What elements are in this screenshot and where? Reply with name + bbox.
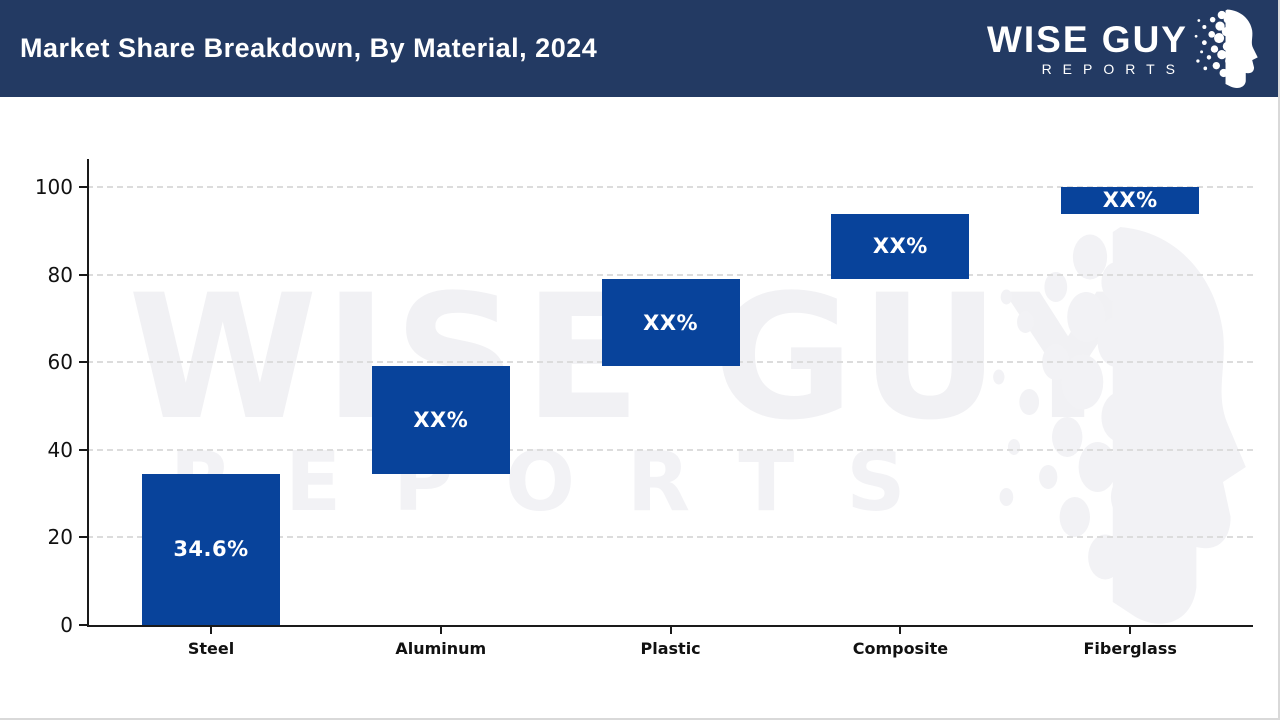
bar-value-label-plastic: XX% xyxy=(643,310,699,335)
ytick-label-40: 40 xyxy=(47,437,73,462)
x-axis-line xyxy=(87,625,1253,627)
ytick-mark-60 xyxy=(79,361,87,364)
bar-composite: XX% xyxy=(831,213,970,280)
xtick-label-aluminum: Aluminum xyxy=(395,639,487,658)
xtick-mark-steel xyxy=(210,627,212,634)
ytick-mark-0 xyxy=(79,624,87,626)
ytick-label-80: 80 xyxy=(47,262,73,287)
bar-value-label-fiberglass: XX% xyxy=(1102,188,1158,213)
y-axis-line xyxy=(87,159,89,627)
ytick-label-60: 60 xyxy=(47,350,73,375)
xtick-label-fiberglass: Fiberglass xyxy=(1083,639,1177,658)
logo-subtitle: REPORTS xyxy=(1041,60,1186,77)
header-bar: Market Share Breakdown, By Material, 202… xyxy=(0,0,1278,97)
chart-area: WISE GUY REPORTS 0 20 40 60 80 100 34. xyxy=(0,97,1278,718)
ytick-mark-40 xyxy=(79,448,87,451)
ytick-mark-20 xyxy=(79,536,87,539)
ytick-label-0: 0 xyxy=(60,613,73,637)
logo-wordmark: WISE GUY xyxy=(986,18,1188,60)
xtick-label-plastic: Plastic xyxy=(640,639,701,658)
bar-fiberglass: XX% xyxy=(1061,187,1200,214)
gridline-80 xyxy=(87,273,1253,276)
ytick-mark-100 xyxy=(79,186,87,189)
xtick-label-steel: Steel xyxy=(187,639,235,658)
xtick-mark-fiberglass xyxy=(1129,627,1132,634)
ytick-label-20: 20 xyxy=(47,525,73,550)
ytick-mark-80 xyxy=(79,273,87,276)
xtick-mark-composite xyxy=(899,627,902,634)
bar-steel: 34.6% xyxy=(142,473,280,625)
xtick-mark-plastic xyxy=(669,627,672,634)
dotted-head-icon xyxy=(1194,9,1258,88)
xtick-mark-aluminum xyxy=(439,627,442,634)
gridline-40 xyxy=(87,448,1253,451)
gridline-20 xyxy=(87,536,1253,539)
bar-value-label-composite: XX% xyxy=(872,234,928,259)
bar-value-label-aluminum: XX% xyxy=(413,407,469,432)
xtick-label-composite: Composite xyxy=(852,639,949,658)
plot: 0 20 40 60 80 100 34.6% Steel XX% Aluminum XX% Plas… xyxy=(0,97,1278,718)
chart-title: Market Share Breakdown, By Material, 202… xyxy=(20,33,598,63)
wise-guy-reports-logo: WISE GUY REPORTS xyxy=(987,2,1278,96)
gridline-100 xyxy=(87,186,1253,189)
ytick-label-100: 100 xyxy=(34,175,73,200)
logo-text: WISE GUY REPORTS xyxy=(987,21,1188,77)
bar-aluminum: XX% xyxy=(371,365,510,474)
bar-plastic: XX% xyxy=(601,279,740,366)
bar-value-label-steel: 34.6% xyxy=(173,537,249,562)
